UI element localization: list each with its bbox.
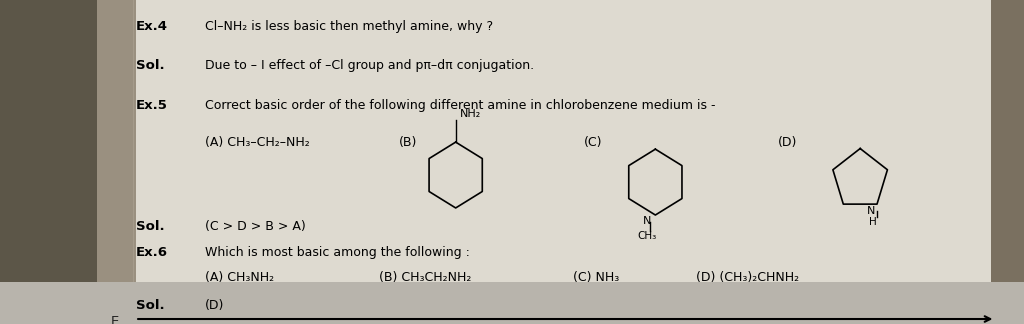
Text: Sol.: Sol. xyxy=(136,220,165,233)
Text: N: N xyxy=(866,206,876,216)
FancyBboxPatch shape xyxy=(991,0,1024,282)
Text: (C > D > B > A): (C > D > B > A) xyxy=(205,220,305,233)
Text: CH₃: CH₃ xyxy=(637,231,656,241)
Text: (C): (C) xyxy=(584,135,602,148)
Text: Correct basic order of the following different amine in chlorobenzene medium is : Correct basic order of the following dif… xyxy=(205,99,716,112)
Text: E: E xyxy=(111,315,119,324)
Text: (C) NH₃: (C) NH₃ xyxy=(573,271,620,284)
Text: N: N xyxy=(643,216,651,226)
Text: Ex.6: Ex.6 xyxy=(136,246,168,259)
Text: Cl–NH₂ is less basic then methyl amine, why ?: Cl–NH₂ is less basic then methyl amine, … xyxy=(205,20,493,33)
Text: (A) CH₃–CH₂–NH₂: (A) CH₃–CH₂–NH₂ xyxy=(205,135,309,148)
Text: NH₂: NH₂ xyxy=(460,109,481,119)
Text: (B): (B) xyxy=(399,135,418,148)
Text: Ex.4: Ex.4 xyxy=(136,20,168,33)
Text: Sol.: Sol. xyxy=(136,299,165,312)
Text: Which is most basic among the following :: Which is most basic among the following … xyxy=(205,246,470,259)
Text: Ex.5: Ex.5 xyxy=(136,99,168,112)
Text: Sol.: Sol. xyxy=(136,59,165,72)
Text: (D) (CH₃)₂CHNH₂: (D) (CH₃)₂CHNH₂ xyxy=(696,271,800,284)
FancyBboxPatch shape xyxy=(97,0,136,282)
Text: (A) CH₃NH₂: (A) CH₃NH₂ xyxy=(205,271,274,284)
Text: Due to – I effect of –Cl group and pπ–dπ conjugation.: Due to – I effect of –Cl group and pπ–dπ… xyxy=(205,59,534,72)
Text: H: H xyxy=(868,217,877,227)
Text: (D): (D) xyxy=(778,135,798,148)
FancyBboxPatch shape xyxy=(0,0,130,282)
FancyBboxPatch shape xyxy=(133,0,998,282)
Text: (B) CH₃CH₂NH₂: (B) CH₃CH₂NH₂ xyxy=(379,271,471,284)
Text: (D): (D) xyxy=(205,299,224,312)
